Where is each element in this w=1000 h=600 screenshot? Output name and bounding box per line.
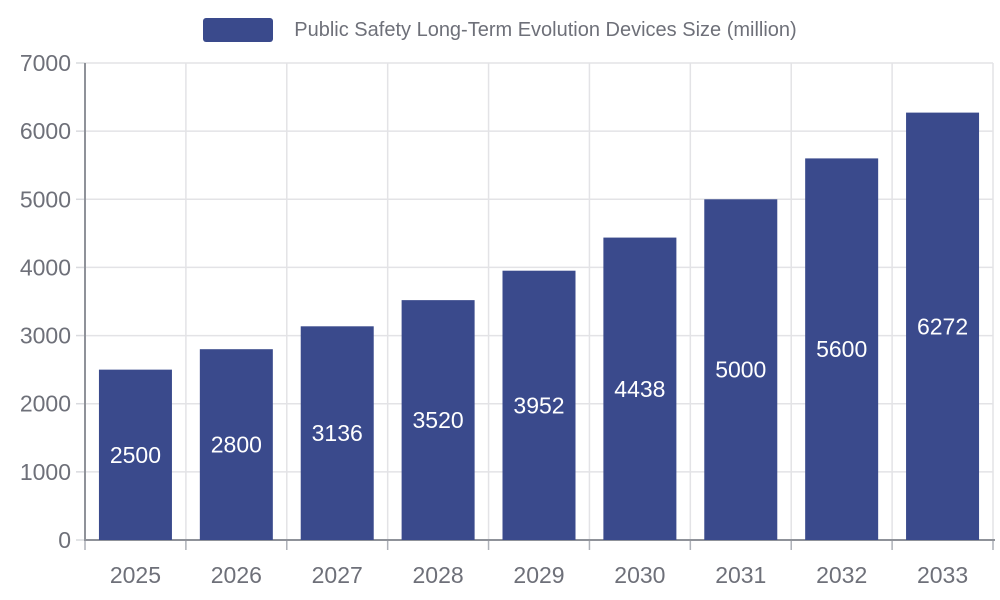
y-tick-label: 3000 bbox=[20, 323, 71, 349]
y-tick-label: 7000 bbox=[20, 50, 71, 76]
bar bbox=[401, 300, 475, 540]
bar bbox=[300, 326, 374, 540]
bar-value-label: 3136 bbox=[312, 420, 363, 446]
bar-value-label: 2800 bbox=[211, 432, 262, 458]
x-tick-label: 2031 bbox=[715, 562, 766, 588]
bar-value-label: 4438 bbox=[614, 376, 665, 402]
y-tick-label: 1000 bbox=[20, 459, 71, 485]
y-tick-label: 6000 bbox=[20, 118, 71, 144]
bar bbox=[805, 158, 879, 540]
x-tick-label: 2032 bbox=[816, 562, 867, 588]
bar bbox=[502, 270, 576, 540]
bar bbox=[199, 349, 273, 540]
bar-value-label: 5600 bbox=[816, 336, 867, 362]
bar-value-label: 3952 bbox=[513, 392, 564, 418]
legend-label: Public Safety Long-Term Evolution Device… bbox=[294, 18, 797, 41]
bar bbox=[98, 369, 172, 540]
x-tick-label: 2025 bbox=[110, 562, 161, 588]
x-tick-label: 2027 bbox=[312, 562, 363, 588]
x-tick-label: 2030 bbox=[614, 562, 665, 588]
x-tick-label: 2026 bbox=[211, 562, 262, 588]
x-tick-label: 2028 bbox=[413, 562, 464, 588]
y-tick-label: 0 bbox=[58, 527, 71, 553]
y-tick-label: 2000 bbox=[20, 391, 71, 417]
bar-value-label: 2500 bbox=[110, 442, 161, 468]
legend-swatch bbox=[203, 18, 274, 42]
bar-value-label: 5000 bbox=[715, 357, 766, 383]
y-tick-label: 5000 bbox=[20, 186, 71, 212]
bar bbox=[603, 237, 677, 540]
bar-value-label: 3520 bbox=[413, 407, 464, 433]
bar-value-label: 6272 bbox=[917, 313, 968, 339]
x-tick-label: 2033 bbox=[917, 562, 968, 588]
legend-item[interactable]: Public Safety Long-Term Evolution Device… bbox=[0, 14, 1000, 46]
bar bbox=[906, 112, 980, 540]
y-tick-label: 4000 bbox=[20, 254, 71, 280]
bar bbox=[704, 199, 778, 541]
x-tick-label: 2029 bbox=[513, 562, 564, 588]
